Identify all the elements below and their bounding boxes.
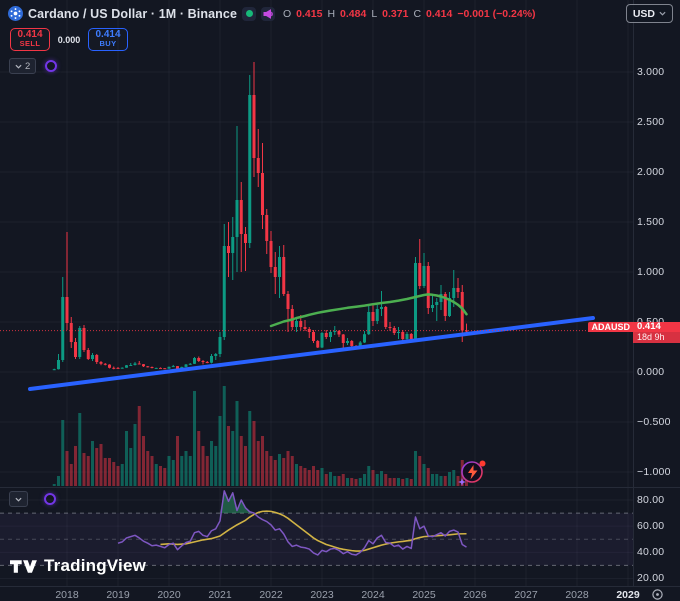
year-label: 2019 xyxy=(106,589,130,601)
price-axis-label: 2.000 xyxy=(637,166,665,178)
tradingview-logo[interactable]: TradingView xyxy=(10,556,146,576)
year-label: 2020 xyxy=(157,589,181,601)
symbol-legend[interactable]: Cardano / US Dollar · 1M · Binance O 0.41… xyxy=(8,5,536,22)
indicator-collapse-button[interactable] xyxy=(9,491,28,507)
price-axis-label: 0.000 xyxy=(637,366,665,378)
chevron-down-icon xyxy=(15,64,22,69)
badge-symbol: ADAUSD xyxy=(588,322,633,332)
year-label: 2029 xyxy=(616,589,640,601)
ohlc-value: 0.414 xyxy=(426,7,453,20)
chevron-down-icon xyxy=(659,11,666,16)
buy-label: BUY xyxy=(99,39,117,48)
price-axis-label: 1.500 xyxy=(637,216,665,228)
tradingview-mark-icon xyxy=(10,559,37,573)
price-axis-label: 3.000 xyxy=(637,66,665,78)
indicator-spinner-icon xyxy=(44,493,56,505)
collapse-count: 2 xyxy=(25,60,31,72)
symbol-title[interactable]: Cardano / US Dollar · 1M · Binance xyxy=(28,6,237,21)
sell-button[interactable]: 0.414 SELL xyxy=(10,28,50,51)
sparkle-icon xyxy=(458,478,466,486)
year-label: 2027 xyxy=(514,589,538,601)
price-axis-border xyxy=(633,0,634,586)
badge-countdown: 18d 9h xyxy=(633,332,680,343)
sell-price: 0.414 xyxy=(17,29,43,40)
year-label: 2026 xyxy=(463,589,487,601)
ohlc-letter: O xyxy=(283,7,292,20)
announcement-icon[interactable] xyxy=(261,6,275,21)
price-axis-label: −1.000 xyxy=(637,466,671,478)
year-label: 2028 xyxy=(565,589,589,601)
currency-label: USD xyxy=(632,7,655,20)
ohlc-letter: H xyxy=(327,7,336,20)
ohlc-value: 0.371 xyxy=(382,7,409,20)
ohlc-value: 0.484 xyxy=(340,7,367,20)
sell-label: SELL xyxy=(19,39,41,48)
reactions-bubble[interactable] xyxy=(457,457,489,489)
price-axis-label: 1.000 xyxy=(637,266,665,278)
legend-collapse-button[interactable]: 2 xyxy=(9,58,37,74)
ohlc-values: O 0.415 H 0.484 L 0.371 C 0.414 −0.001 (−0.24%) xyxy=(283,8,536,20)
spread-value: 0.000 xyxy=(57,34,81,45)
buy-price: 0.414 xyxy=(95,29,121,40)
ohlc-letter: C xyxy=(413,7,422,20)
indicator-axis-label: 20.00 xyxy=(637,572,665,585)
pane-divider[interactable] xyxy=(0,487,680,488)
currency-toggle-button[interactable]: USD xyxy=(625,4,673,23)
order-panel: 0.414 SELL 0.000 0.414 BUY xyxy=(10,28,128,51)
buy-button[interactable]: 0.414 BUY xyxy=(88,28,128,51)
year-label: 2018 xyxy=(55,589,79,601)
year-label: 2025 xyxy=(412,589,436,601)
time-axis-border xyxy=(0,586,680,587)
change-value: −0.001 (−0.24%) xyxy=(457,7,536,20)
tradingview-logo-text: TradingView xyxy=(44,556,147,575)
market-status-icon[interactable] xyxy=(242,6,256,21)
notification-dot-icon xyxy=(479,460,486,467)
chevron-down-icon xyxy=(15,497,22,502)
indicator-axis-label: 60.00 xyxy=(637,520,665,533)
year-label: 2023 xyxy=(310,589,334,601)
cardano-logo-icon xyxy=(8,6,23,21)
ohlc-value: 0.415 xyxy=(296,7,323,20)
current-price-badge[interactable]: ADAUSD 0.414 18d 9h xyxy=(588,322,680,343)
lightning-icon xyxy=(468,465,478,480)
badge-price: 0.414 xyxy=(633,322,680,332)
year-label: 2021 xyxy=(208,589,232,601)
price-axis-label: −0.500 xyxy=(637,416,671,428)
axis-settings-icon[interactable] xyxy=(651,588,664,601)
indicator-axis-label: 80.00 xyxy=(637,494,665,506)
ohlc-letter: L xyxy=(371,7,378,20)
price-axis-label: 2.500 xyxy=(637,116,665,128)
year-label: 2022 xyxy=(259,589,283,601)
indicator-spinner-icon xyxy=(45,60,57,72)
year-label: 2024 xyxy=(361,589,385,601)
indicator-axis-label: 40.00 xyxy=(637,546,665,559)
